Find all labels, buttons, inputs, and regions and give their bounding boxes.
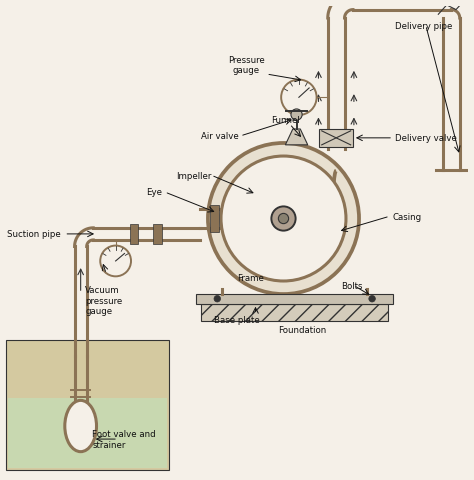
Circle shape (281, 80, 317, 116)
Text: Frame: Frame (237, 274, 264, 283)
Ellipse shape (65, 400, 97, 452)
Text: Delivery valve: Delivery valve (395, 134, 457, 143)
Circle shape (278, 214, 289, 224)
Circle shape (214, 296, 220, 302)
Text: Impeller: Impeller (176, 171, 211, 180)
Bar (201, 304, 388, 321)
Text: Foot valve and
strainer: Foot valve and strainer (92, 430, 156, 449)
Circle shape (369, 296, 375, 302)
Bar (154, 224, 162, 245)
Text: Suction pipe: Suction pipe (7, 230, 61, 239)
Text: Eye: Eye (146, 188, 162, 197)
Bar (319, 130, 353, 147)
Bar (9, 398, 167, 468)
Circle shape (100, 246, 131, 277)
Circle shape (208, 144, 359, 294)
Bar (196, 294, 393, 304)
Text: Casing: Casing (392, 212, 421, 221)
Text: Bolts: Bolts (341, 281, 362, 290)
Circle shape (221, 156, 346, 281)
Text: Funnel: Funnel (271, 116, 300, 124)
Circle shape (272, 207, 296, 231)
Text: Pressure
gauge: Pressure gauge (228, 56, 264, 75)
Bar (6, 340, 169, 470)
Text: Foundation: Foundation (278, 325, 326, 334)
Bar (130, 224, 138, 245)
Text: Air valve: Air valve (201, 132, 239, 141)
Text: Delivery pipe: Delivery pipe (395, 22, 453, 30)
Circle shape (291, 110, 302, 121)
Polygon shape (285, 130, 308, 145)
Text: Base plate: Base plate (214, 315, 260, 324)
Text: Vacuum
pressure
gauge: Vacuum pressure gauge (85, 286, 123, 315)
Bar (210, 206, 219, 232)
